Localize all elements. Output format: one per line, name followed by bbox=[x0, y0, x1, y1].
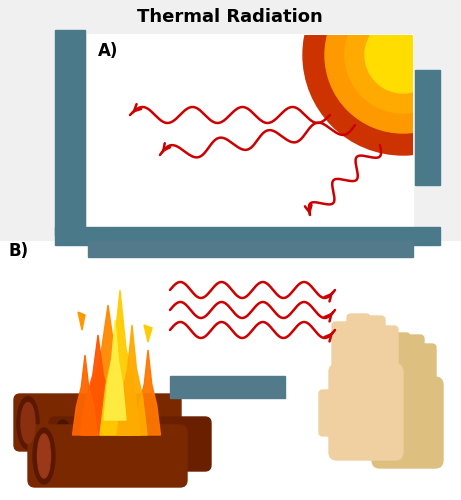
Polygon shape bbox=[72, 355, 97, 435]
Polygon shape bbox=[81, 335, 116, 435]
FancyBboxPatch shape bbox=[363, 404, 386, 446]
Ellipse shape bbox=[53, 420, 73, 468]
Circle shape bbox=[303, 0, 461, 155]
Polygon shape bbox=[104, 320, 126, 420]
Circle shape bbox=[325, 0, 461, 133]
Bar bbox=[170, 376, 285, 398]
Ellipse shape bbox=[21, 402, 35, 444]
FancyBboxPatch shape bbox=[332, 322, 354, 382]
Polygon shape bbox=[78, 312, 85, 330]
Bar bbox=[88, 241, 413, 257]
Bar bbox=[55, 30, 85, 235]
Text: B): B) bbox=[8, 242, 28, 260]
FancyBboxPatch shape bbox=[49, 417, 211, 471]
FancyBboxPatch shape bbox=[362, 316, 385, 382]
Bar bbox=[415, 70, 440, 185]
Polygon shape bbox=[144, 325, 152, 342]
Circle shape bbox=[365, 17, 441, 93]
FancyBboxPatch shape bbox=[375, 340, 396, 396]
FancyBboxPatch shape bbox=[416, 344, 436, 396]
Polygon shape bbox=[100, 290, 140, 435]
FancyBboxPatch shape bbox=[402, 335, 424, 396]
Text: A): A) bbox=[98, 42, 118, 60]
FancyBboxPatch shape bbox=[14, 394, 181, 451]
Polygon shape bbox=[117, 325, 147, 435]
Text: Thermal Radiation: Thermal Radiation bbox=[137, 8, 323, 26]
Circle shape bbox=[345, 0, 461, 113]
FancyBboxPatch shape bbox=[347, 314, 370, 382]
Ellipse shape bbox=[37, 434, 51, 478]
Ellipse shape bbox=[57, 426, 69, 462]
Polygon shape bbox=[83, 305, 133, 435]
FancyBboxPatch shape bbox=[372, 377, 443, 468]
Polygon shape bbox=[136, 350, 160, 435]
FancyBboxPatch shape bbox=[319, 390, 343, 436]
FancyBboxPatch shape bbox=[388, 333, 410, 396]
Bar bbox=[88, 35, 413, 230]
Ellipse shape bbox=[17, 396, 39, 450]
FancyBboxPatch shape bbox=[329, 364, 403, 460]
Bar bbox=[55, 227, 440, 245]
Ellipse shape bbox=[33, 428, 55, 484]
FancyBboxPatch shape bbox=[28, 425, 187, 487]
Bar bbox=[0, 242, 461, 500]
FancyBboxPatch shape bbox=[377, 326, 398, 382]
